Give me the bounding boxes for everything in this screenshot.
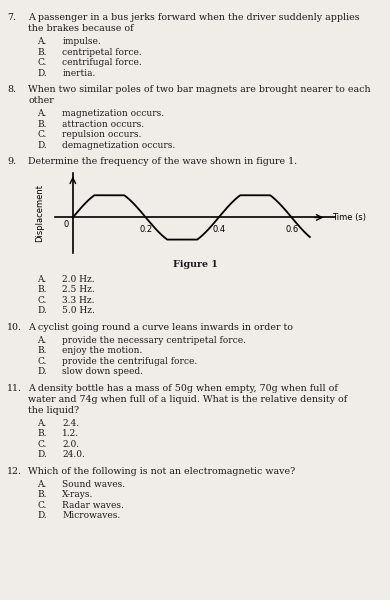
Text: A passenger in a bus jerks forward when the driver suddenly applies: A passenger in a bus jerks forward when … xyxy=(28,13,360,22)
Text: A.: A. xyxy=(37,37,46,46)
Text: A.: A. xyxy=(37,109,46,118)
Text: 3.3 Hz.: 3.3 Hz. xyxy=(62,296,95,305)
Text: enjoy the motion.: enjoy the motion. xyxy=(62,346,143,355)
Text: 2.5 Hz.: 2.5 Hz. xyxy=(62,285,95,294)
Text: attraction occurs.: attraction occurs. xyxy=(62,119,145,128)
Text: slow down speed.: slow down speed. xyxy=(62,367,144,376)
Text: A.: A. xyxy=(37,419,46,428)
Text: 0: 0 xyxy=(63,220,69,229)
Text: inertia.: inertia. xyxy=(62,68,96,77)
Text: 24.0.: 24.0. xyxy=(62,450,85,459)
Text: A density bottle has a mass of 50g when empty, 70g when full of: A density bottle has a mass of 50g when … xyxy=(28,383,338,392)
Text: Displacement: Displacement xyxy=(35,184,44,242)
Text: 7.: 7. xyxy=(7,13,16,22)
Text: A.: A. xyxy=(37,335,46,344)
Text: Determine the frequency of the wave shown in figure 1.: Determine the frequency of the wave show… xyxy=(28,157,297,166)
Text: the liquid?: the liquid? xyxy=(28,406,79,415)
Text: centrifugal force.: centrifugal force. xyxy=(62,58,142,67)
Text: 1.2.: 1.2. xyxy=(62,429,80,438)
Text: repulsion occurs.: repulsion occurs. xyxy=(62,130,142,139)
Text: When two similar poles of two bar magnets are brought nearer to each: When two similar poles of two bar magnet… xyxy=(28,85,371,94)
Text: centripetal force.: centripetal force. xyxy=(62,47,142,56)
Text: X-rays.: X-rays. xyxy=(62,490,94,499)
Text: D.: D. xyxy=(37,306,47,315)
Text: C.: C. xyxy=(37,356,46,365)
Text: Sound waves.: Sound waves. xyxy=(62,479,126,488)
Text: impulse.: impulse. xyxy=(62,37,101,46)
Text: B.: B. xyxy=(37,346,46,355)
Text: C.: C. xyxy=(37,58,46,67)
Text: A cyclist going round a curve leans inwards in order to: A cyclist going round a curve leans inwa… xyxy=(28,323,293,332)
Text: other: other xyxy=(28,96,54,105)
Text: the brakes because of: the brakes because of xyxy=(28,24,134,33)
Text: 5.0 Hz.: 5.0 Hz. xyxy=(62,306,95,315)
Text: D.: D. xyxy=(37,140,47,149)
Text: B.: B. xyxy=(37,47,46,56)
Text: D.: D. xyxy=(37,367,47,376)
Text: demagnetization occurs.: demagnetization occurs. xyxy=(62,140,176,149)
Text: 8.: 8. xyxy=(7,85,16,94)
Text: 2.0.: 2.0. xyxy=(62,440,80,449)
Text: provide the necessary centripetal force.: provide the necessary centripetal force. xyxy=(62,335,246,344)
Text: 11.: 11. xyxy=(7,383,22,392)
Text: C.: C. xyxy=(37,296,46,305)
Text: B.: B. xyxy=(37,429,46,438)
Text: A.: A. xyxy=(37,275,46,284)
Text: 12.: 12. xyxy=(7,467,22,476)
Text: B.: B. xyxy=(37,490,46,499)
Text: Time (s): Time (s) xyxy=(332,213,366,222)
Text: 9.: 9. xyxy=(7,157,16,166)
Text: D.: D. xyxy=(37,68,47,77)
Text: Microwaves.: Microwaves. xyxy=(62,511,121,520)
Text: C.: C. xyxy=(37,500,46,509)
Text: provide the centrifugal force.: provide the centrifugal force. xyxy=(62,356,198,365)
Text: B.: B. xyxy=(37,119,46,128)
Text: 2.0 Hz.: 2.0 Hz. xyxy=(62,275,95,284)
Text: magnetization occurs.: magnetization occurs. xyxy=(62,109,165,118)
Text: 2.4.: 2.4. xyxy=(62,419,80,428)
Text: C.: C. xyxy=(37,440,46,449)
Text: D.: D. xyxy=(37,511,47,520)
Text: 10.: 10. xyxy=(7,323,22,332)
Text: C.: C. xyxy=(37,130,46,139)
Text: water and 74g when full of a liquid. What is the relative density of: water and 74g when full of a liquid. Wha… xyxy=(28,395,347,404)
Text: A.: A. xyxy=(37,479,46,488)
Text: Figure 1: Figure 1 xyxy=(172,260,218,269)
Text: B.: B. xyxy=(37,285,46,294)
Text: D.: D. xyxy=(37,450,47,459)
Text: Radar waves.: Radar waves. xyxy=(62,500,124,509)
Text: Which of the following is not an electromagnetic wave?: Which of the following is not an electro… xyxy=(28,467,295,476)
